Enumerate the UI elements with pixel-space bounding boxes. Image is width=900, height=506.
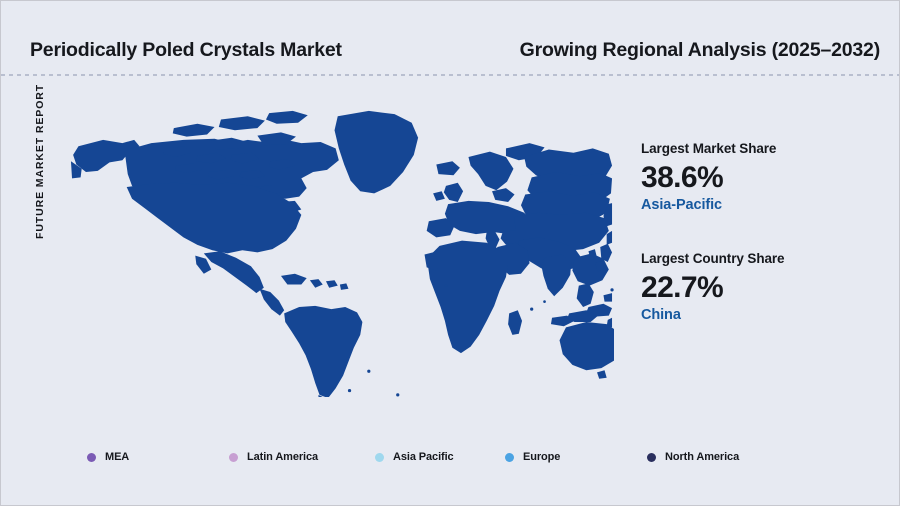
world-map-svg xyxy=(70,110,614,397)
stats-panel: Largest Market Share 38.6% Asia-Pacific … xyxy=(641,141,891,361)
stat-label: Largest Market Share xyxy=(641,141,777,156)
legend-item-latin-america: Latin America xyxy=(229,451,318,463)
legend-dot-mea xyxy=(87,452,96,462)
legend-dot-europe xyxy=(505,452,514,462)
legend-item-asia-pacific: Asia Pacific xyxy=(375,451,454,463)
stat-subject: China xyxy=(641,306,681,323)
legend-dot-latin-america xyxy=(229,452,238,462)
legend-dot-north-america xyxy=(647,452,656,462)
legend-label: MEA xyxy=(105,451,130,463)
legend-dot-asia-pacific xyxy=(375,452,384,462)
legend-label: Europe xyxy=(523,451,561,463)
world-map-landmasses xyxy=(70,110,614,397)
stat-largest-country-share: Largest Country Share 22.7% China xyxy=(641,251,891,323)
stat-value: 22.7% xyxy=(641,270,724,304)
region-legend: MEA Latin America Asia Pacific Europe No… xyxy=(87,451,787,469)
future-market-report-watermark: FUTURE MARKET REPORT xyxy=(34,83,46,239)
stat-value: 38.6% xyxy=(641,161,724,194)
header-divider xyxy=(1,74,899,76)
header-bar: Periodically Poled Crystals Market Growi… xyxy=(1,1,899,76)
world-map xyxy=(69,97,614,397)
market-title: Periodically Poled Crystals Market xyxy=(30,39,342,61)
stat-label: Largest Country Share xyxy=(641,250,785,266)
legend-label: Latin America xyxy=(247,451,319,463)
legend-label: North America xyxy=(665,451,740,463)
legend-item-europe: Europe xyxy=(505,451,560,463)
analysis-title: Growing Regional Analysis (2025–2032) xyxy=(519,39,881,61)
legend-item-mea: MEA xyxy=(87,451,129,463)
stat-largest-market-share: Largest Market Share 38.6% Asia-Pacific xyxy=(641,141,891,213)
legend-label: Asia Pacific xyxy=(393,451,454,463)
legend-item-north-america: North America xyxy=(647,451,739,463)
stat-subject: Asia-Pacific xyxy=(641,196,723,213)
